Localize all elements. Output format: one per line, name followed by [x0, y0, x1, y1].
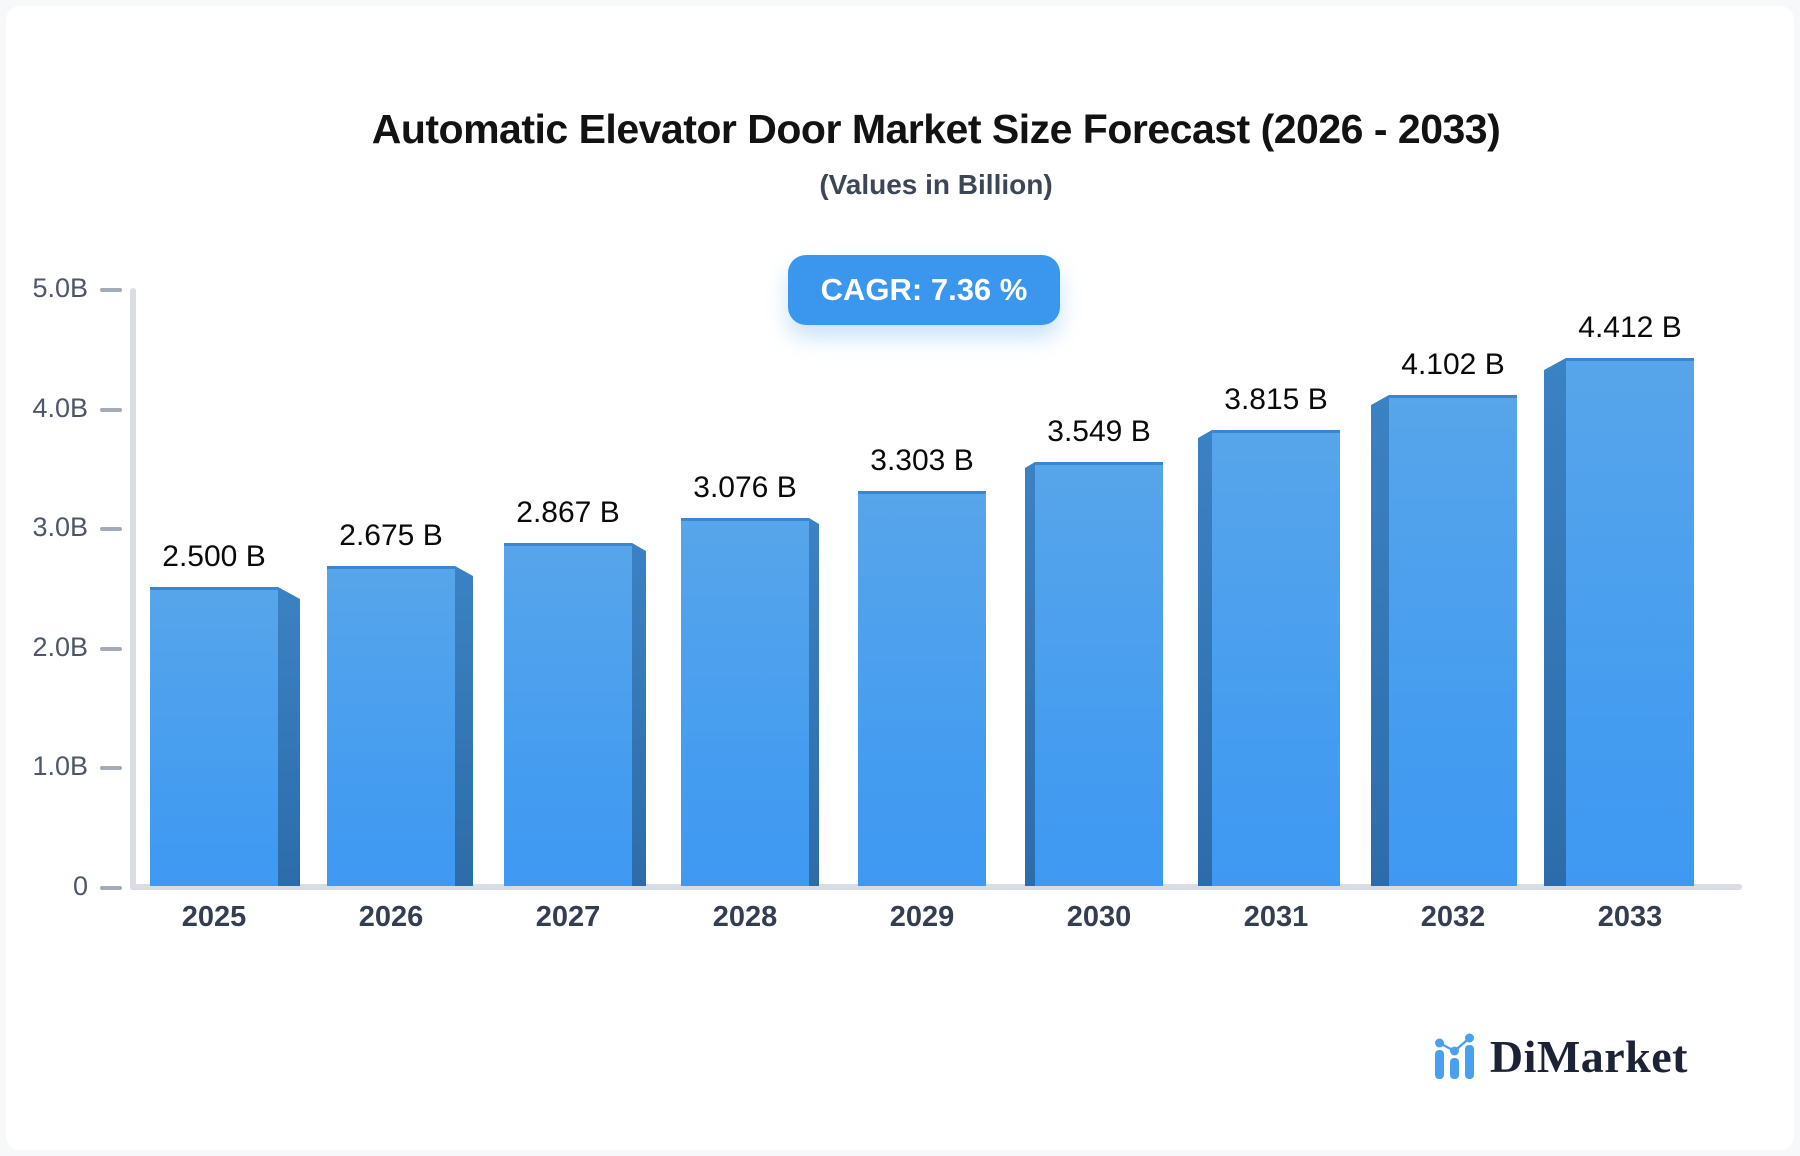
x-axis-label: 2026 — [358, 901, 424, 933]
y-axis-tick-label: 2.0B — [32, 631, 88, 662]
bar — [327, 566, 455, 886]
y-axis-tick-label: 1.0B — [32, 751, 88, 782]
bar — [681, 518, 809, 886]
x-axis-label: 2030 — [1066, 901, 1132, 933]
bar-side-face — [455, 566, 473, 886]
bar-value-label: 3.076 B — [693, 471, 797, 504]
bar-value-label: 3.303 B — [870, 444, 974, 477]
chart-title: Automatic Elevator Door Market Size Fore… — [371, 106, 1501, 152]
cagr-badge: CAGR: 7.36 % — [788, 255, 1060, 325]
y-axis-tick-mark — [100, 527, 122, 532]
y-axis-tick-label: 0 — [72, 871, 88, 901]
x-axis-label: 2031 — [1243, 901, 1309, 933]
x-axis-label: 2027 — [535, 901, 601, 933]
bar — [504, 543, 632, 886]
y-axis-tick-mark — [100, 288, 122, 292]
brand-name: DiMarket — [1489, 1031, 1688, 1082]
cagr-badge-label: CAGR: 7.36 % — [820, 272, 1028, 307]
bar-side-face — [1544, 358, 1566, 886]
bar-value-label: 3.815 B — [1224, 383, 1328, 416]
bar — [858, 491, 986, 886]
chart-subtitle: (Values in Billion) — [819, 169, 1053, 200]
brand-logo: DiMarket — [1433, 1030, 1688, 1083]
y-axis-tick-mark — [100, 886, 122, 890]
x-axis-line — [130, 884, 1742, 890]
x-axis-label: 2032 — [1420, 901, 1486, 933]
bar — [1212, 430, 1340, 886]
bar — [150, 587, 278, 886]
bar-value-label: 2.500 B — [162, 540, 266, 573]
bar-side-face — [809, 518, 819, 886]
y-axis-line — [130, 288, 136, 890]
x-axis-label: 2028 — [712, 901, 778, 933]
bar-value-label: 3.549 B — [1047, 415, 1151, 448]
bar — [1389, 395, 1517, 886]
bar-side-face — [1025, 462, 1035, 886]
bar-side-face — [1198, 430, 1212, 886]
bar-side-face — [632, 543, 646, 886]
y-axis-tick-label: 4.0B — [32, 392, 88, 423]
y-axis-tick-mark — [100, 646, 122, 651]
bar-side-face — [278, 587, 300, 886]
bar-chart-with-trend-dots-icon — [1434, 1033, 1474, 1079]
bar — [1035, 462, 1163, 886]
bar — [1566, 358, 1694, 886]
y-axis-tick-label: 3.0B — [32, 512, 88, 543]
bar-side-face — [1371, 395, 1389, 886]
x-axis-label: 2029 — [889, 901, 955, 933]
bar-value-label: 2.675 B — [339, 519, 443, 552]
x-axis-label: 2033 — [1597, 901, 1663, 933]
y-axis-tick-mark — [100, 407, 122, 412]
y-axis-tick-mark — [100, 766, 122, 771]
bar-value-label: 2.867 B — [516, 496, 620, 529]
bar-value-label: 4.412 B — [1578, 311, 1682, 344]
x-axis-label: 2025 — [181, 901, 247, 933]
y-axis-tick-label: 5.0B — [32, 273, 88, 303]
bar-value-label: 4.102 B — [1401, 348, 1505, 381]
